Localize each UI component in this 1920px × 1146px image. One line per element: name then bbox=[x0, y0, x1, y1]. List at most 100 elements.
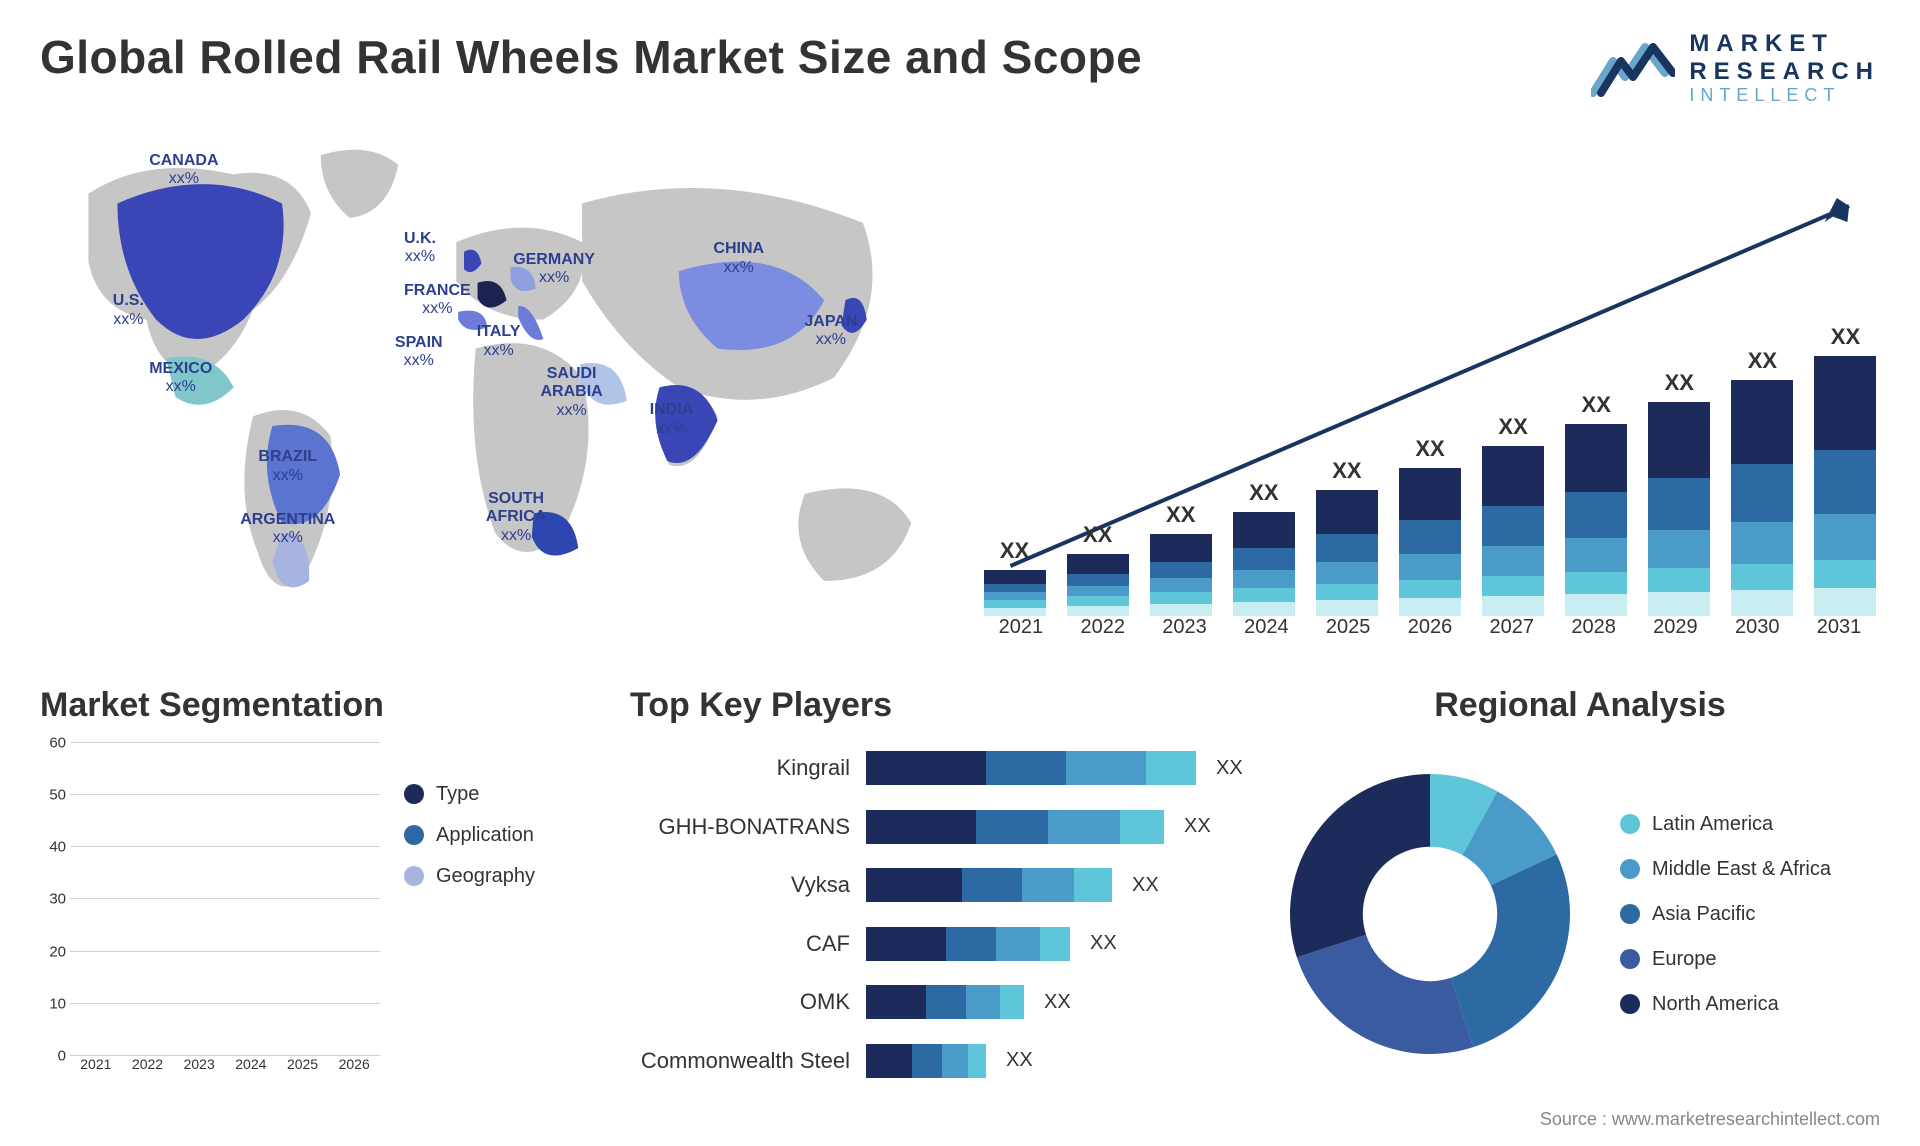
map-callout: GERMANYxx% bbox=[513, 251, 595, 288]
growth-bar: XX bbox=[1063, 522, 1132, 616]
growth-bar-seg bbox=[1150, 534, 1212, 562]
players-title: Top Key Players bbox=[630, 686, 1250, 725]
seg-legend-label: Geography bbox=[436, 865, 535, 888]
map-callout-country: MEXICO bbox=[149, 360, 212, 377]
growth-bar-seg bbox=[1731, 380, 1793, 464]
region-legend-item: Europe bbox=[1620, 948, 1831, 971]
growth-bar-toplabel: XX bbox=[1748, 348, 1777, 374]
growth-bar-seg bbox=[1814, 514, 1876, 560]
growth-bar-seg bbox=[1565, 492, 1627, 538]
growth-bar-seg bbox=[1233, 602, 1295, 616]
map-callout-country: JAPAN bbox=[804, 313, 857, 330]
growth-year-label: 2021 bbox=[980, 616, 1062, 646]
seg-legend-label: Type bbox=[436, 783, 479, 806]
player-name: Commonwealth Steel bbox=[630, 1048, 850, 1074]
growth-bar-seg bbox=[984, 592, 1046, 600]
map-callout: ITALYxx% bbox=[477, 323, 521, 360]
growth-year-label: 2022 bbox=[1062, 616, 1144, 646]
legend-swatch-icon bbox=[404, 825, 424, 845]
growth-bar-seg bbox=[1150, 578, 1212, 592]
growth-bar-toplabel: XX bbox=[1083, 522, 1112, 548]
growth-bar-toplabel: XX bbox=[1498, 414, 1527, 440]
player-bar-seg bbox=[866, 927, 946, 961]
region-legend-label: Asia Pacific bbox=[1652, 903, 1755, 926]
donut-slice bbox=[1451, 855, 1570, 1048]
map-callout: FRANCExx% bbox=[404, 282, 471, 319]
growth-bar-seg bbox=[1482, 446, 1544, 506]
player-name: GHH-BONATRANS bbox=[630, 814, 850, 840]
player-bar-seg bbox=[1146, 751, 1196, 785]
growth-bar-seg bbox=[1316, 584, 1378, 600]
growth-year-label: 2026 bbox=[1389, 616, 1471, 646]
player-bar bbox=[866, 1044, 986, 1078]
map-callout: BRAZILxx% bbox=[258, 448, 317, 485]
growth-bar: XX bbox=[1811, 324, 1880, 616]
map-callout-value: xx% bbox=[486, 527, 546, 545]
growth-year-label: 2030 bbox=[1716, 616, 1798, 646]
growth-bar-seg bbox=[984, 570, 1046, 584]
map-callout: SAUDI ARABIA xx% bbox=[541, 365, 603, 420]
player-bar-seg bbox=[1040, 927, 1070, 961]
legend-swatch-icon bbox=[404, 784, 424, 804]
player-row: CAFXX bbox=[630, 923, 1250, 965]
growth-bar-seg bbox=[1565, 424, 1627, 492]
player-bar bbox=[866, 985, 1024, 1019]
player-bar-seg bbox=[1074, 868, 1112, 902]
seg-legend-item: Application bbox=[404, 824, 535, 847]
player-bar-seg bbox=[866, 751, 986, 785]
growth-bar: XX bbox=[1479, 414, 1548, 616]
player-row: VyksaXX bbox=[630, 864, 1250, 906]
seg-ytick: 50 bbox=[49, 787, 66, 804]
growth-bar-seg bbox=[1233, 570, 1295, 588]
player-bar-seg bbox=[942, 1044, 968, 1078]
growth-bar-seg bbox=[1150, 562, 1212, 578]
player-bar-seg bbox=[912, 1044, 942, 1078]
growth-bar-seg bbox=[1648, 568, 1710, 592]
seg-year-label: 2025 bbox=[277, 1056, 329, 1086]
player-bar-seg bbox=[968, 1044, 986, 1078]
growth-bar: XX bbox=[1312, 458, 1381, 616]
map-callout-country: ARGENTINA bbox=[240, 511, 335, 528]
growth-bar-seg bbox=[1067, 596, 1129, 606]
map-callout-value: xx% bbox=[541, 402, 603, 420]
brand-logo: MARKET RESEARCH INTELLECT bbox=[1591, 30, 1880, 106]
region-legend-item: Latin America bbox=[1620, 813, 1831, 836]
seg-year-label: 2024 bbox=[225, 1056, 277, 1086]
growth-bar-seg bbox=[1150, 592, 1212, 604]
player-name: OMK bbox=[630, 989, 850, 1015]
map-callout-country: SAUDI ARABIA bbox=[541, 365, 603, 400]
growth-bar-seg bbox=[1233, 588, 1295, 602]
regional-donut bbox=[1280, 764, 1580, 1064]
growth-year-label: 2029 bbox=[1635, 616, 1717, 646]
player-row: OMK XX bbox=[630, 981, 1250, 1023]
growth-bar-seg bbox=[1648, 402, 1710, 478]
growth-bar: XX bbox=[1728, 348, 1797, 616]
player-bar-seg bbox=[1022, 868, 1074, 902]
map-callout: CHINAxx% bbox=[713, 240, 764, 277]
growth-bar-seg bbox=[1316, 562, 1378, 584]
player-bar bbox=[866, 927, 1070, 961]
donut-slice bbox=[1297, 935, 1473, 1054]
growth-bar-seg bbox=[1316, 600, 1378, 616]
map-callout: SPAINxx% bbox=[395, 334, 443, 371]
map-callout-value: xx% bbox=[477, 342, 521, 360]
region-legend-label: Latin America bbox=[1652, 813, 1773, 836]
growth-year-label: 2031 bbox=[1798, 616, 1880, 646]
map-callout-country: CHINA bbox=[713, 240, 764, 257]
segmentation-legend: Type Application Geography bbox=[404, 743, 535, 1086]
map-callout: U.K.xx% bbox=[404, 230, 436, 267]
map-callout-country: CANADA bbox=[149, 152, 218, 169]
player-bar-seg bbox=[1120, 810, 1164, 844]
map-callout-country: U.K. bbox=[404, 230, 436, 247]
player-value: XX bbox=[1044, 991, 1071, 1014]
map-callout: MEXICOxx% bbox=[149, 360, 212, 397]
growth-bar-toplabel: XX bbox=[1831, 324, 1860, 350]
player-bar-seg bbox=[866, 1044, 912, 1078]
region-legend-label: Middle East & Africa bbox=[1652, 858, 1831, 881]
seg-year-label: 2026 bbox=[328, 1056, 380, 1086]
map-callout: INDIAxx% bbox=[650, 401, 694, 438]
player-bar bbox=[866, 868, 1112, 902]
map-callout-country: INDIA bbox=[650, 401, 694, 418]
map-callout-value: xx% bbox=[149, 378, 212, 396]
seg-year-label: 2023 bbox=[173, 1056, 225, 1086]
